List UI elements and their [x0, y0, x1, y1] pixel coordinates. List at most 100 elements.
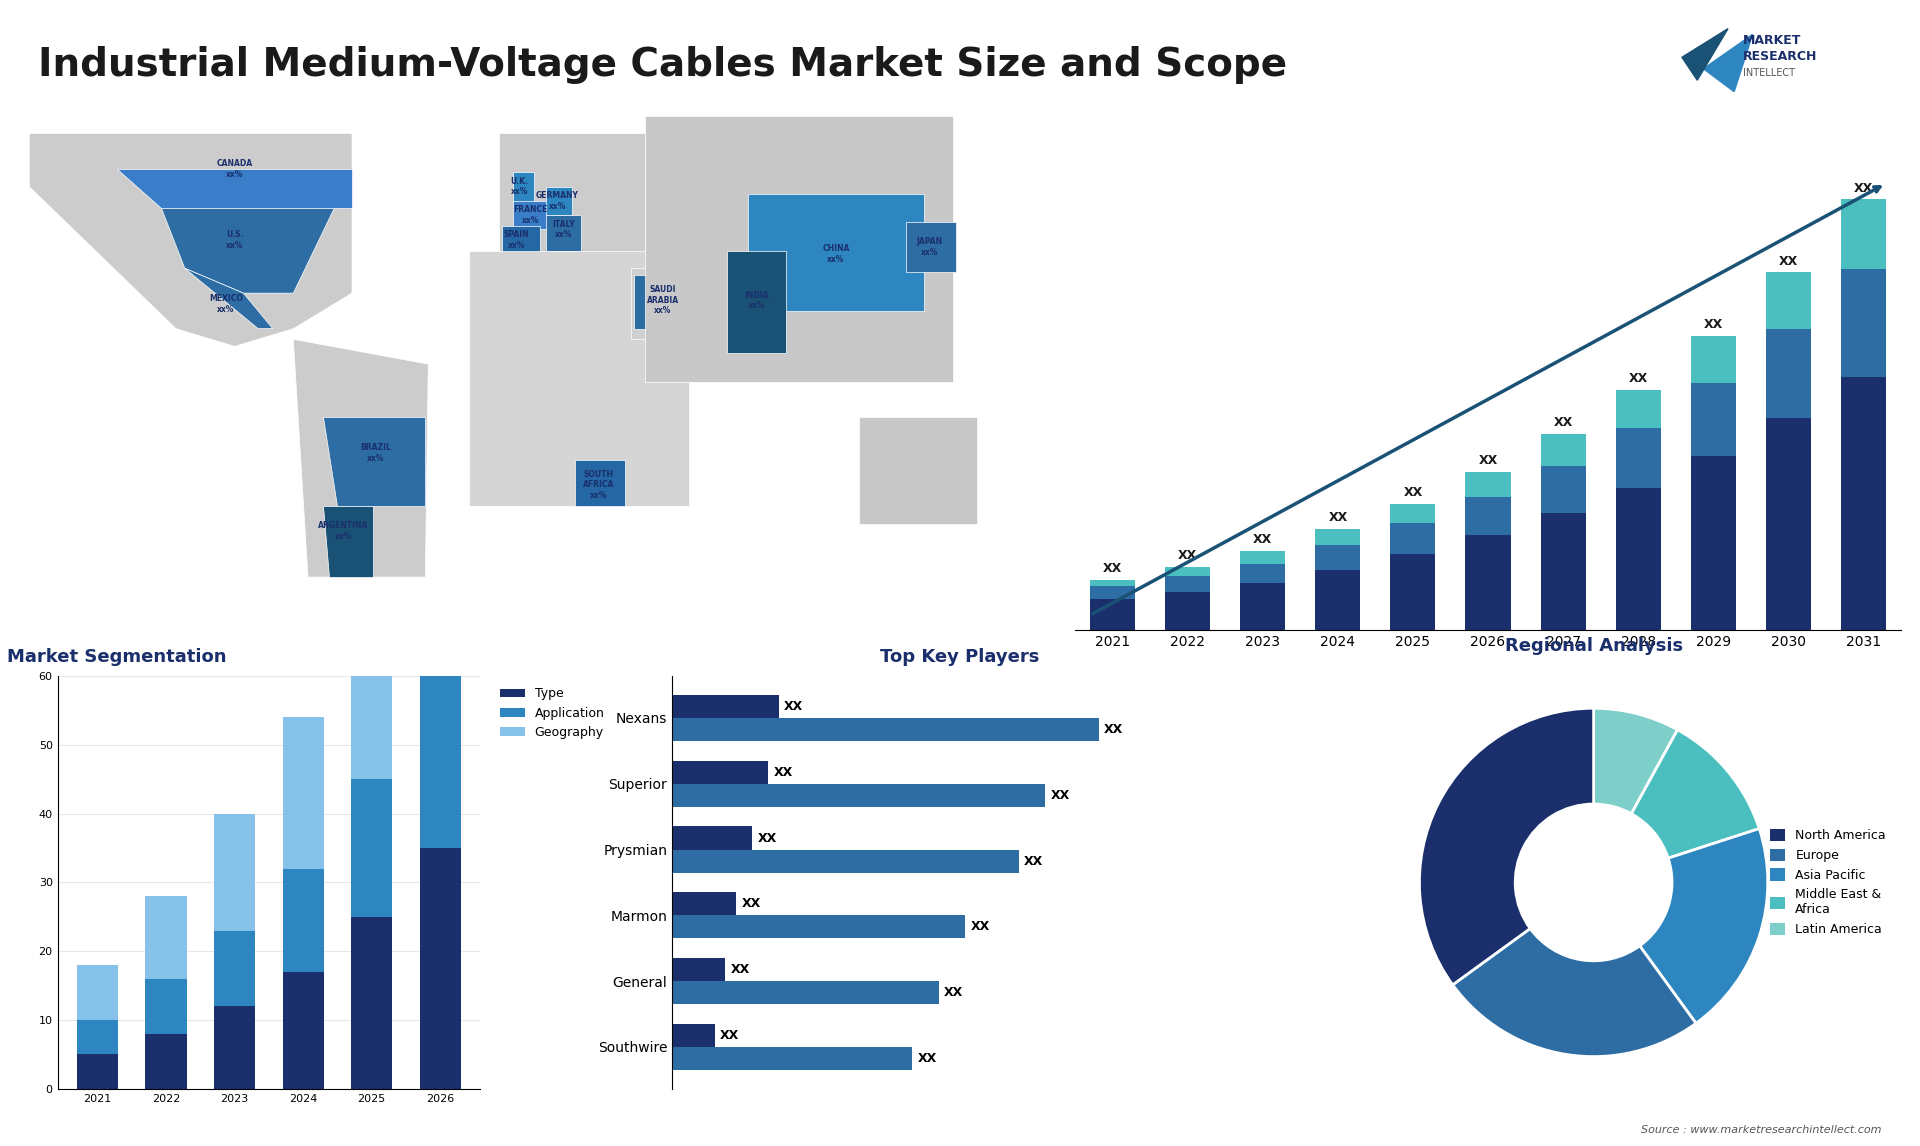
Bar [1390, 523, 1436, 555]
Polygon shape [574, 460, 624, 507]
Text: XX: XX [741, 897, 760, 910]
Title: Top Key Players: Top Key Players [879, 649, 1041, 666]
Text: BRAZIL
xx%: BRAZIL xx% [361, 444, 392, 463]
Bar [672, 849, 1020, 872]
Text: SAUDI
ARABIA
xx%: SAUDI ARABIA xx% [647, 285, 680, 315]
Bar [77, 1020, 117, 1054]
Polygon shape [1703, 34, 1753, 92]
Bar [1615, 488, 1661, 630]
Text: JAPAN
xx%: JAPAN xx% [918, 237, 943, 257]
Text: ITALY
xx%: ITALY xx% [551, 220, 574, 240]
Polygon shape [29, 133, 351, 346]
Text: XX: XX [945, 987, 964, 999]
Polygon shape [184, 268, 273, 329]
Bar [1390, 555, 1436, 630]
Bar [1240, 551, 1284, 564]
Bar [1390, 503, 1436, 523]
Bar [1540, 513, 1586, 630]
Wedge shape [1594, 708, 1678, 814]
Bar [672, 694, 780, 717]
Bar [672, 826, 753, 849]
Text: XX: XX [1023, 855, 1043, 868]
Bar [1165, 576, 1210, 592]
Bar [1615, 390, 1661, 427]
Bar [1315, 529, 1361, 544]
Bar [213, 931, 255, 1006]
Bar [1766, 418, 1811, 630]
Bar [1692, 336, 1736, 383]
Text: XX: XX [783, 700, 803, 713]
Bar [351, 779, 392, 917]
Bar [146, 896, 186, 979]
Text: ARGENTINA
xx%: ARGENTINA xx% [319, 521, 369, 541]
Text: XX: XX [720, 1029, 739, 1042]
Bar [146, 1034, 186, 1089]
Text: Industrial Medium-Voltage Cables Market Size and Scope: Industrial Medium-Voltage Cables Market … [38, 46, 1288, 84]
Polygon shape [630, 268, 710, 339]
Bar [672, 981, 939, 1004]
Text: XX: XX [1853, 182, 1872, 195]
Text: GERMANY
xx%: GERMANY xx% [536, 191, 578, 211]
Wedge shape [1640, 829, 1768, 1023]
Bar [672, 761, 768, 784]
Polygon shape [513, 201, 551, 229]
Text: MARKET: MARKET [1743, 33, 1801, 47]
Polygon shape [634, 275, 693, 329]
Bar [77, 1054, 117, 1089]
Bar [1465, 472, 1511, 497]
Bar [1540, 434, 1586, 465]
Wedge shape [1632, 730, 1759, 858]
Bar [213, 1006, 255, 1089]
Polygon shape [117, 168, 351, 207]
Bar [1240, 583, 1284, 630]
Polygon shape [545, 215, 580, 251]
Bar [1615, 427, 1661, 488]
Bar [1091, 598, 1135, 630]
Text: Market Segmentation: Market Segmentation [8, 649, 227, 666]
Text: XX: XX [1104, 723, 1123, 736]
Bar [672, 893, 735, 916]
Text: INTELLECT: INTELLECT [1743, 68, 1795, 78]
Bar [282, 972, 324, 1089]
Bar [1091, 580, 1135, 586]
Text: XX: XX [972, 920, 991, 933]
Text: XX: XX [1478, 454, 1498, 468]
Bar [1692, 456, 1736, 630]
Polygon shape [645, 116, 954, 382]
Polygon shape [294, 339, 428, 578]
Text: XX: XX [1329, 511, 1348, 524]
Bar [282, 869, 324, 972]
Text: CANADA
xx%: CANADA xx% [217, 159, 253, 179]
Bar [1315, 570, 1361, 630]
Bar [213, 814, 255, 931]
Text: XX: XX [756, 832, 776, 845]
Bar [1465, 497, 1511, 535]
Bar [672, 717, 1098, 741]
Text: Source : www.marketresearchintellect.com: Source : www.marketresearchintellect.com [1642, 1124, 1882, 1135]
Bar [1766, 273, 1811, 329]
Legend: Type, Application, Geography: Type, Application, Geography [495, 682, 609, 744]
Text: XX: XX [1703, 317, 1722, 331]
Polygon shape [499, 133, 645, 258]
Bar [1165, 592, 1210, 630]
Text: INDIA
xx%: INDIA xx% [745, 291, 770, 309]
Legend: North America, Europe, Asia Pacific, Middle East &
Africa, Latin America: North America, Europe, Asia Pacific, Mid… [1764, 824, 1891, 941]
Text: XX: XX [774, 766, 793, 778]
Text: XX: XX [1179, 549, 1198, 563]
Bar [1692, 383, 1736, 456]
Text: CHINA
xx%: CHINA xx% [822, 244, 851, 264]
Polygon shape [545, 187, 572, 215]
Wedge shape [1419, 708, 1594, 984]
Bar [672, 784, 1044, 807]
Bar [672, 1023, 714, 1047]
Bar [77, 965, 117, 1020]
Polygon shape [728, 251, 785, 353]
Text: SPAIN
xx%: SPAIN xx% [503, 230, 530, 250]
Bar [672, 958, 726, 981]
Text: XX: XX [732, 963, 751, 976]
Polygon shape [906, 222, 956, 272]
Text: XX: XX [1104, 562, 1123, 575]
Text: FRANCE
xx%: FRANCE xx% [515, 205, 547, 225]
Polygon shape [749, 194, 924, 311]
Bar [420, 642, 461, 848]
